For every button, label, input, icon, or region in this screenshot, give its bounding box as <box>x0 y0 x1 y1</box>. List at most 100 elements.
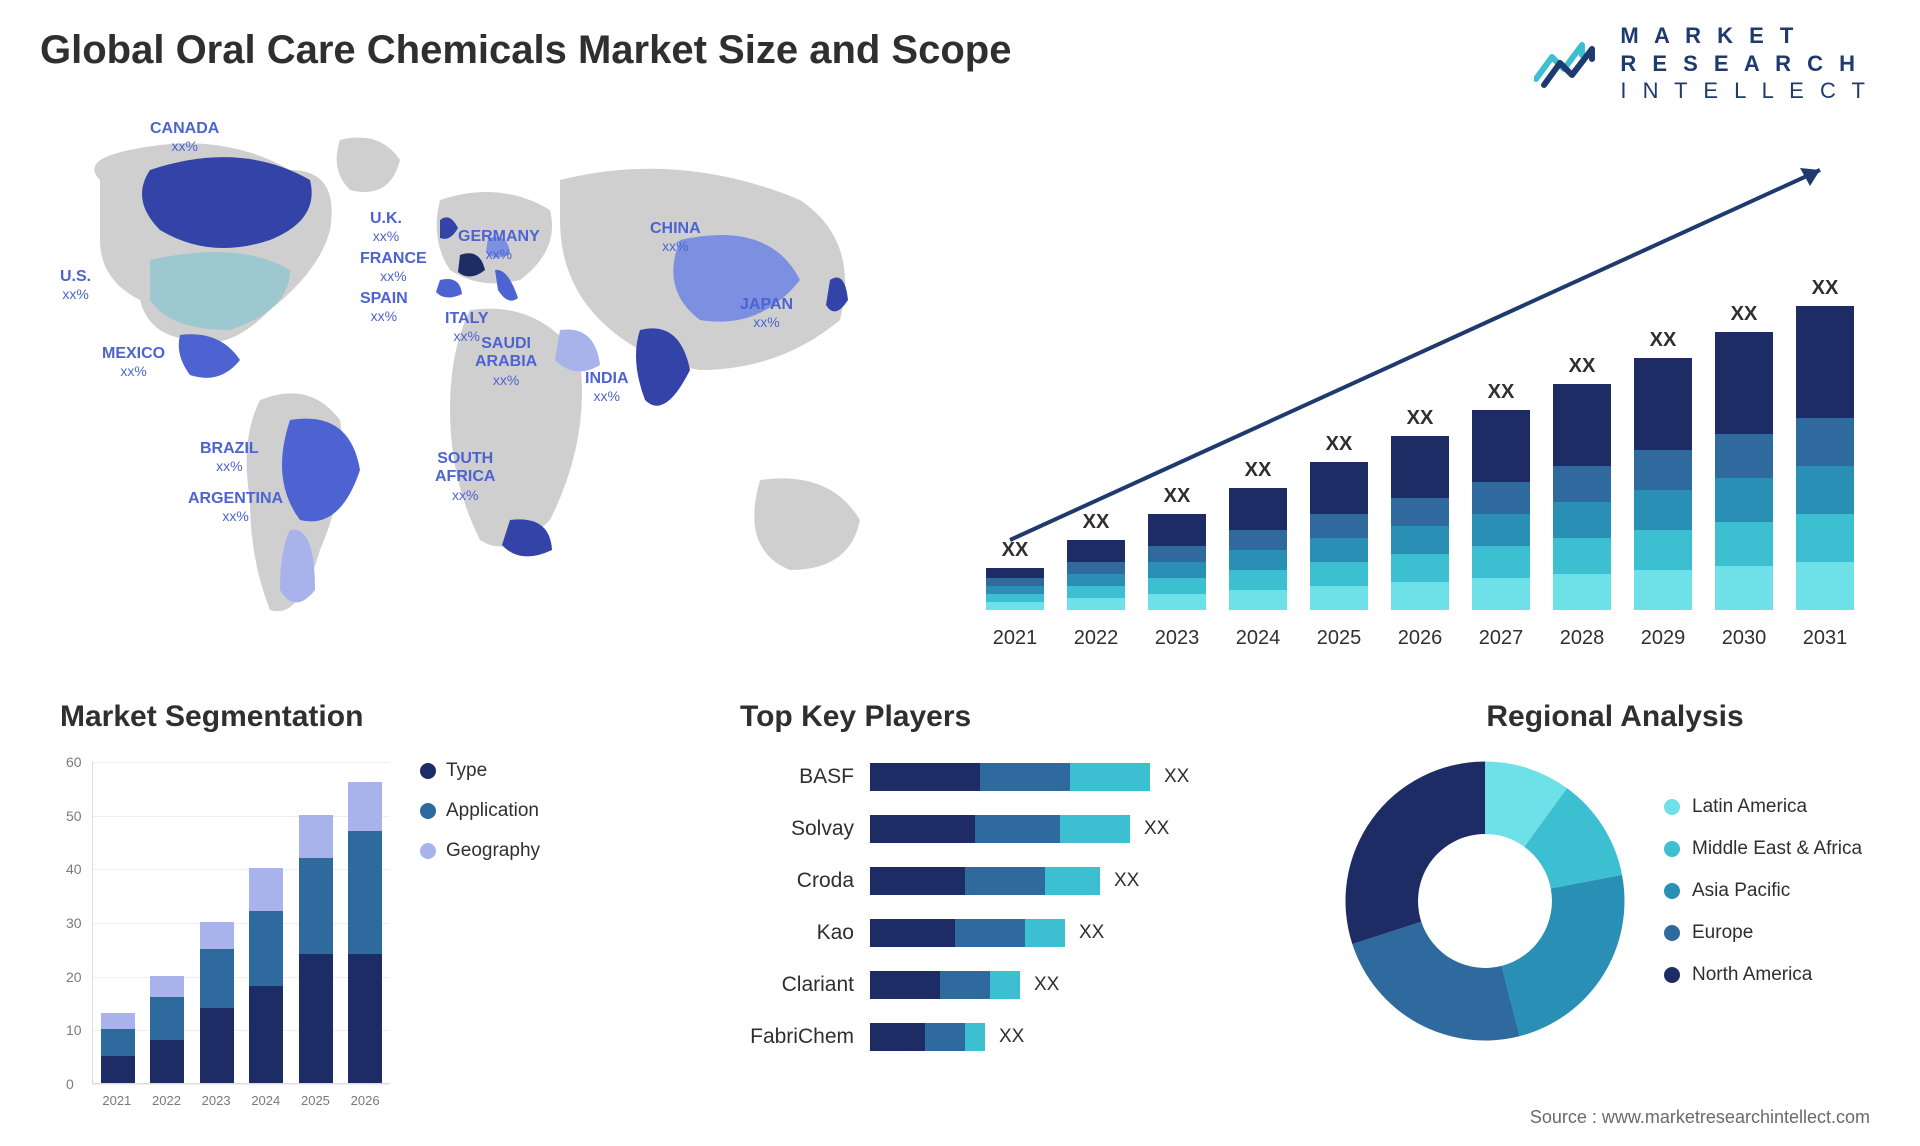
year-label: 2021 <box>980 627 1050 650</box>
seg-year-label: 2025 <box>301 1093 330 1108</box>
bar-column: XX <box>1223 459 1293 610</box>
y-tick-label: 10 <box>66 1022 82 1038</box>
player-name: Solvay <box>740 817 870 841</box>
segmentation-title: Market Segmentation <box>60 700 580 734</box>
regional-title: Regional Analysis <box>1330 700 1900 734</box>
legend-item: Application <box>420 800 540 822</box>
legend-item: Middle East & Africa <box>1664 838 1862 860</box>
bar-column: XX <box>1628 329 1698 610</box>
country-label: ARGENTINAxx% <box>188 490 283 524</box>
seg-bar-column <box>200 922 234 1083</box>
country-label: U.S.xx% <box>60 268 91 302</box>
bar-value-label: XX <box>1002 539 1029 562</box>
world-map: CANADAxx%U.S.xx%MEXICOxx%BRAZILxx%ARGENT… <box>40 120 940 660</box>
bar-column: XX <box>980 539 1050 610</box>
player-name: Croda <box>740 869 870 893</box>
seg-year-label: 2024 <box>251 1093 280 1108</box>
bar-column: XX <box>1142 485 1212 610</box>
country-label: SAUDIARABIAxx% <box>475 335 537 388</box>
donut-slice <box>1502 875 1625 1036</box>
legend-item: Geography <box>420 840 540 862</box>
player-name: FabriChem <box>740 1025 870 1049</box>
regional-donut-chart <box>1330 746 1640 1056</box>
country-label: CANADAxx% <box>150 120 219 154</box>
world-map-svg <box>40 120 940 660</box>
legend-item: Type <box>420 760 540 782</box>
bar-value-label: XX <box>1650 329 1677 352</box>
bar-column: XX <box>1061 511 1131 610</box>
y-tick-label: 60 <box>66 754 82 770</box>
donut-slice <box>1346 762 1486 945</box>
bar-column: XX <box>1304 433 1374 610</box>
country-label: U.K.xx% <box>370 210 402 244</box>
logo-text: M A R K E T R E S E A R C H I N T E L L … <box>1620 22 1870 105</box>
player-value: XX <box>999 1026 1024 1048</box>
logo-mark-icon <box>1534 35 1606 91</box>
bar-value-label: XX <box>1245 459 1272 482</box>
legend-item: Asia Pacific <box>1664 880 1862 902</box>
bar-value-label: XX <box>1326 433 1353 456</box>
bar-column: XX <box>1709 303 1779 610</box>
year-label: 2027 <box>1466 627 1536 650</box>
seg-year-label: 2026 <box>351 1093 380 1108</box>
player-name: Clariant <box>740 973 870 997</box>
seg-year-label: 2021 <box>102 1093 131 1108</box>
year-label: 2023 <box>1142 627 1212 650</box>
player-value: XX <box>1164 766 1189 788</box>
regional-section: Regional Analysis Latin America Middle Ea… <box>1330 700 1900 1056</box>
year-label: 2025 <box>1304 627 1374 650</box>
brand-logo: M A R K E T R E S E A R C H I N T E L L … <box>1534 22 1870 105</box>
seg-bar-column <box>101 1013 135 1083</box>
y-tick-label: 40 <box>66 861 82 877</box>
market-size-chart: XXXXXXXXXXXXXXXXXXXXXX 20212022202320242… <box>980 150 1860 650</box>
y-tick-label: 20 <box>66 969 82 985</box>
bar-value-label: XX <box>1083 511 1110 534</box>
bar-value-label: XX <box>1812 277 1839 300</box>
segmentation-legend: Type Application Geography <box>420 760 540 880</box>
seg-year-label: 2022 <box>152 1093 181 1108</box>
country-label: JAPANxx% <box>740 296 793 330</box>
seg-bar-column <box>299 815 333 1083</box>
bar-column: XX <box>1466 381 1536 610</box>
player-row: Croda XX <box>740 862 1280 900</box>
y-tick-label: 30 <box>66 915 82 931</box>
country-label: CHINAxx% <box>650 220 701 254</box>
player-row: BASF XX <box>740 758 1280 796</box>
country-label: INDIAxx% <box>585 370 629 404</box>
bar-value-label: XX <box>1407 407 1434 430</box>
seg-bar-column <box>348 782 382 1083</box>
year-label: 2026 <box>1385 627 1455 650</box>
year-label: 2024 <box>1223 627 1293 650</box>
player-value: XX <box>1114 870 1139 892</box>
player-row: Kao XX <box>740 914 1280 952</box>
segmentation-chart: 202120222023202420252026 0102030405060 <box>60 752 390 1112</box>
country-label: GERMANYxx% <box>458 228 540 262</box>
bar-value-label: XX <box>1164 485 1191 508</box>
legend-item: Latin America <box>1664 796 1862 818</box>
players-title: Top Key Players <box>740 700 1280 734</box>
player-value: XX <box>1079 922 1104 944</box>
page-title: Global Oral Care Chemicals Market Size a… <box>40 28 1011 73</box>
regional-legend: Latin America Middle East & Africa Asia Pa… <box>1664 796 1862 1006</box>
donut-slice <box>1352 922 1519 1041</box>
bar-column: XX <box>1385 407 1455 610</box>
country-label: SPAINxx% <box>360 290 408 324</box>
year-label: 2030 <box>1709 627 1779 650</box>
bar-value-label: XX <box>1488 381 1515 404</box>
player-name: Kao <box>740 921 870 945</box>
player-name: BASF <box>740 765 870 789</box>
country-label: SOUTHAFRICAxx% <box>435 450 495 503</box>
seg-bar-column <box>249 868 283 1083</box>
player-value: XX <box>1034 974 1059 996</box>
seg-bar-column <box>150 976 184 1083</box>
year-label: 2031 <box>1790 627 1860 650</box>
player-row: Solvay XX <box>740 810 1280 848</box>
player-value: XX <box>1144 818 1169 840</box>
country-label: BRAZILxx% <box>200 440 259 474</box>
y-tick-label: 50 <box>66 808 82 824</box>
country-label: FRANCExx% <box>360 250 427 284</box>
segmentation-section: Market Segmentation 20212022202320242025… <box>60 700 580 1112</box>
bar-column: XX <box>1547 355 1617 610</box>
year-label: 2028 <box>1547 627 1617 650</box>
year-label: 2029 <box>1628 627 1698 650</box>
